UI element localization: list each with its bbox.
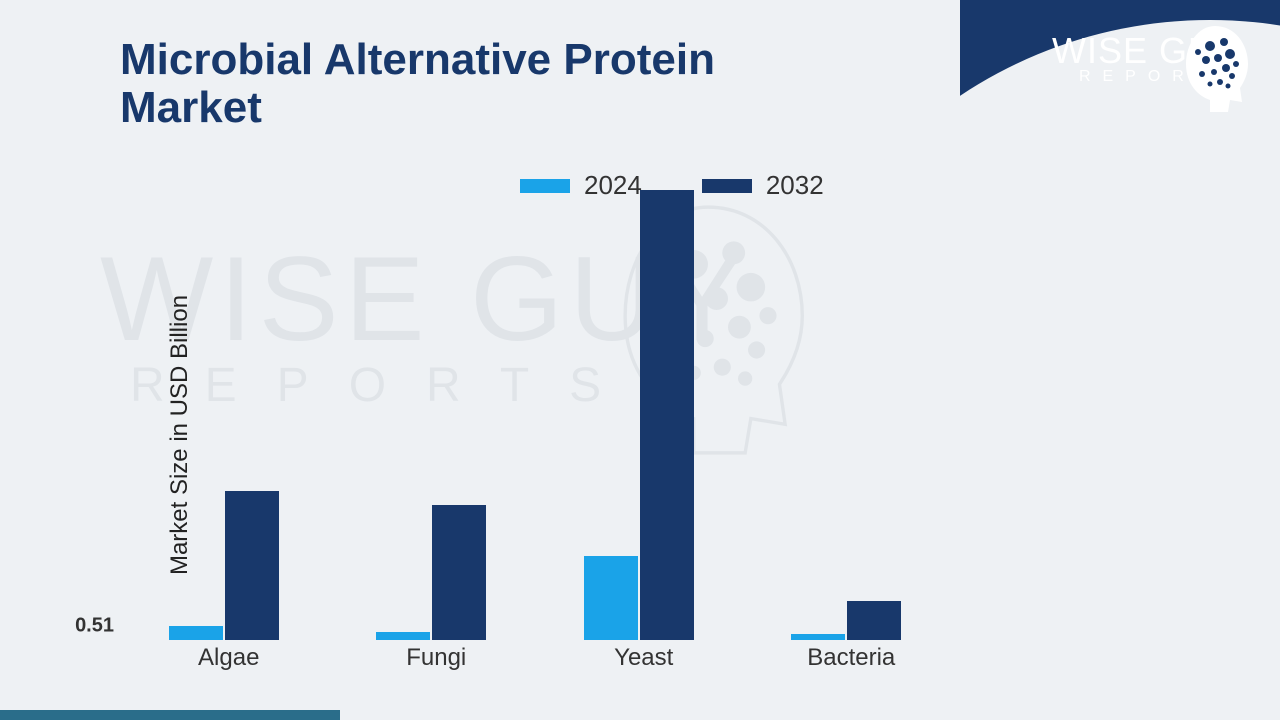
y-tick-label: 0.51 (75, 614, 114, 637)
bar (584, 556, 638, 640)
category-label: Algae (149, 644, 309, 672)
bar (169, 626, 223, 640)
brain-head-icon (1180, 24, 1250, 114)
x-axis: Algae Fungi Yeast Bacteria (120, 640, 950, 680)
bar (225, 491, 279, 640)
chart-title: Microbial Alternative Protein Market (120, 36, 820, 133)
page: WISE GUY REPORTS Microbial Alternative P… (0, 0, 1280, 720)
category-label: Yeast (564, 644, 724, 672)
category-label: Fungi (356, 644, 516, 672)
bar (640, 190, 694, 640)
plot-area (120, 190, 950, 640)
category-label: Bacteria (771, 644, 931, 672)
bar (376, 632, 430, 640)
bar (432, 505, 486, 640)
bottom-accent-bar (0, 710, 340, 720)
brand-logo: WISE GUY REPORTS (1052, 30, 1240, 86)
chart-area: Market Size in USD Billion AlgaeFungiYea… (50, 190, 950, 680)
bar (847, 601, 901, 640)
